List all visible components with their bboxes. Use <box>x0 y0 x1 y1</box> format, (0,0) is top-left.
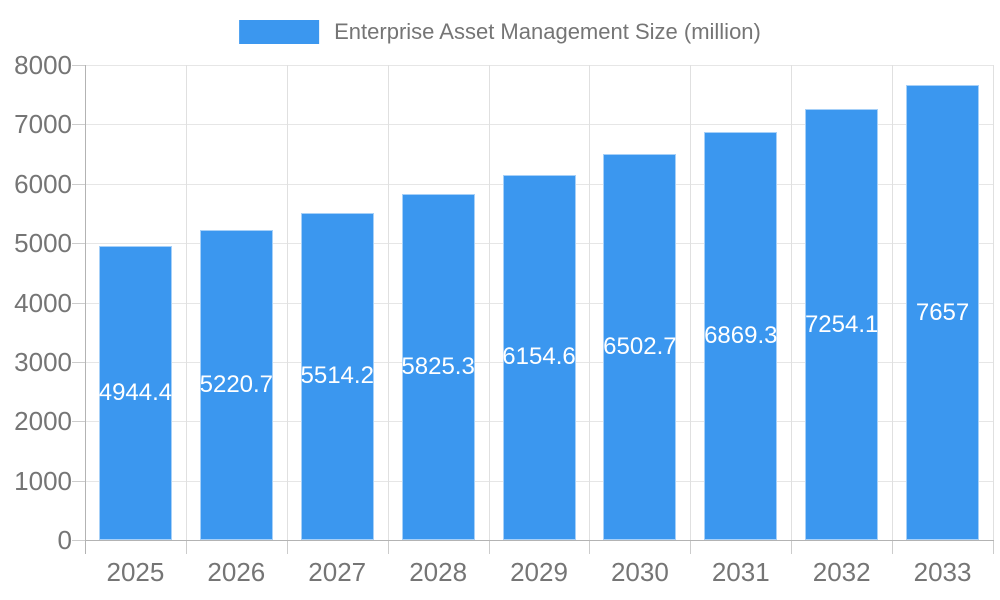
x-axis-label: 2033 <box>913 557 972 587</box>
x-tick <box>589 540 591 554</box>
x-tick <box>993 540 994 554</box>
y-tick <box>72 480 85 482</box>
bar[interactable] <box>704 132 778 540</box>
y-axis-label: 1000 <box>14 465 72 496</box>
bar[interactable] <box>98 246 172 540</box>
y-axis-label: 7000 <box>14 109 72 140</box>
x-tick <box>387 540 389 554</box>
y-axis-line <box>85 65 86 554</box>
y-tick <box>72 540 85 541</box>
vertical-gridline <box>892 65 894 540</box>
vertical-gridline <box>387 65 389 540</box>
x-tick <box>488 540 490 554</box>
x-axis-label: 2031 <box>711 557 770 587</box>
bar[interactable] <box>199 230 273 540</box>
y-tick <box>72 421 85 423</box>
bar[interactable] <box>401 194 475 540</box>
y-tick <box>72 243 85 245</box>
legend-item[interactable]: Enterprise Asset Management Size (millio… <box>239 19 761 45</box>
vertical-gridline <box>286 65 288 540</box>
y-tick <box>72 65 85 66</box>
y-axis-label: 8000 <box>14 50 72 80</box>
bar[interactable] <box>300 212 374 540</box>
x-tick <box>286 540 288 554</box>
y-tick <box>72 361 85 363</box>
bar[interactable] <box>603 153 677 540</box>
x-axis-label: 2029 <box>510 557 568 587</box>
x-tick <box>892 540 894 554</box>
y-tick <box>72 124 85 126</box>
x-axis-label: 2030 <box>610 557 669 587</box>
bar[interactable] <box>805 109 879 540</box>
vertical-gridline <box>589 65 591 540</box>
vertical-gridline <box>690 65 692 540</box>
vertical-gridline <box>791 65 793 540</box>
y-tick <box>72 183 85 185</box>
x-axis-label: 2028 <box>409 557 468 587</box>
x-tick <box>791 540 793 554</box>
y-axis-label: 3000 <box>14 346 72 377</box>
x-tick <box>185 540 187 554</box>
vertical-gridline <box>993 65 994 540</box>
bar[interactable] <box>502 174 576 540</box>
x-axis-label: 2032 <box>812 557 871 587</box>
x-axis-label: 2027 <box>308 557 367 587</box>
vertical-gridline <box>185 65 187 540</box>
x-tick <box>690 540 692 554</box>
legend-swatch <box>239 20 320 45</box>
x-axis-line <box>85 540 994 541</box>
vertical-gridline <box>488 65 490 540</box>
y-axis-label: 0 <box>57 525 72 555</box>
x-axis-label: 2026 <box>207 557 266 587</box>
y-axis-label: 5000 <box>14 228 72 259</box>
bar[interactable] <box>906 85 980 540</box>
y-axis-label: 6000 <box>14 168 72 199</box>
legend-label: Enterprise Asset Management Size (millio… <box>334 19 761 44</box>
y-axis-label: 4000 <box>14 287 72 318</box>
x-axis-label: 2025 <box>106 557 165 587</box>
y-axis-label: 2000 <box>14 406 72 437</box>
y-tick <box>72 302 85 304</box>
horizontal-gridline <box>85 65 993 66</box>
